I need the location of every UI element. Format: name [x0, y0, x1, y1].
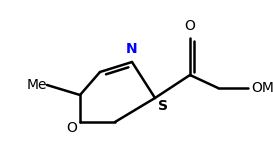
Text: O: O — [185, 19, 195, 33]
Text: OMe: OMe — [251, 81, 273, 95]
Text: S: S — [158, 99, 168, 113]
Text: N: N — [126, 42, 138, 56]
Text: O: O — [67, 121, 78, 135]
Text: Me: Me — [26, 78, 47, 92]
